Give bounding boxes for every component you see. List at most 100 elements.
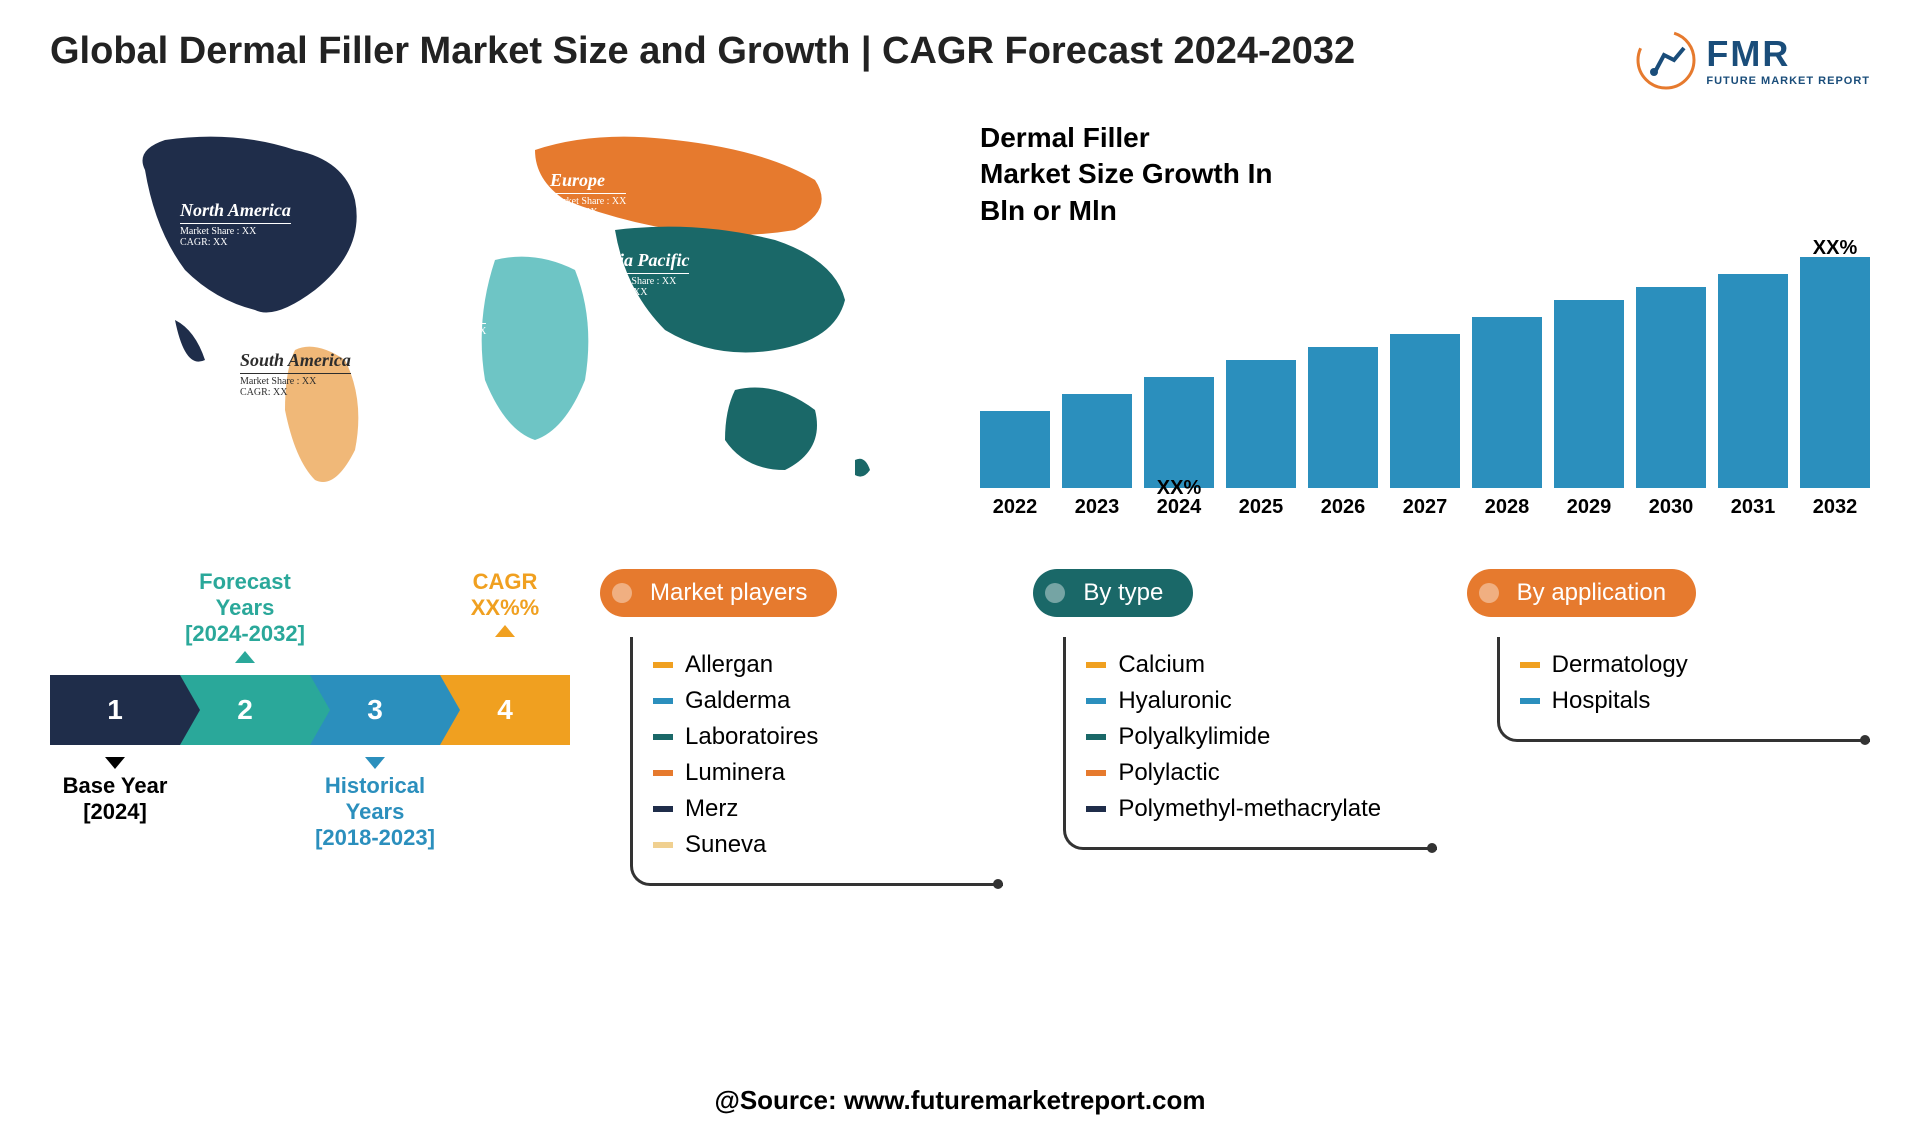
world-map: North America Market Share : XX CAGR: XX… xyxy=(50,120,940,500)
bullet-icon xyxy=(1086,770,1106,776)
bar-column: 2022 xyxy=(980,411,1050,519)
timeline-bottom-item: Base Year [2024] xyxy=(50,753,180,851)
bar xyxy=(1308,347,1378,488)
category-item-label: Hyaluronic xyxy=(1118,687,1231,715)
region-label: Europe Market Share : XX CAGR: XX xyxy=(550,170,626,218)
bar-annotation: XX% xyxy=(1157,477,1201,500)
region-name: North America xyxy=(180,200,291,224)
header: Global Dermal Filler Market Size and Gro… xyxy=(50,30,1870,90)
region-label: North America Market Share : XX CAGR: XX xyxy=(180,200,291,248)
category-item-label: Suneva xyxy=(685,831,766,859)
category-list: Dermatology Hospitals xyxy=(1497,637,1870,742)
bar-year-label: 2030 xyxy=(1649,496,1694,519)
bar-column: 2031 xyxy=(1718,274,1788,519)
timeline-label: CAGR xyxy=(440,569,570,595)
bar-annotation: XX% xyxy=(1813,237,1857,260)
bar-year-label: 2028 xyxy=(1485,496,1530,519)
bar-column: 2027 xyxy=(1390,334,1460,519)
region-label: Asia Pacific Market Share : XX CAGR: XX xyxy=(600,250,689,298)
region-share: Market Share : XX xyxy=(180,226,291,237)
bar-year-label: 2029 xyxy=(1567,496,1612,519)
category-list: Calcium Hyaluronic Polyalkylimide Polyla… xyxy=(1063,637,1436,850)
bar xyxy=(1226,360,1296,489)
bar-column: 2025 xyxy=(1226,360,1296,520)
logo-text-sub: FUTURE MARKET REPORT xyxy=(1706,75,1870,87)
category-item-label: Calcium xyxy=(1118,651,1205,679)
region-name: Asia Pacific xyxy=(600,250,689,274)
region-cagr: CAGR: XX xyxy=(550,207,626,218)
bar-column: 2023 xyxy=(1062,394,1132,519)
category-item-label: Polylactic xyxy=(1118,759,1219,787)
timeline-sublabel: [2024] xyxy=(50,799,180,825)
source-text: @Source: www.futuremarketreport.com xyxy=(714,1085,1205,1116)
arrow-up-icon xyxy=(235,651,255,663)
category-section: By application Dermatology Hospitals xyxy=(1467,569,1870,886)
region-share: Market Share : XX xyxy=(550,196,626,207)
region-name: MEA xyxy=(410,300,486,324)
bullet-icon xyxy=(1520,698,1540,704)
bar-year-label: 2023 xyxy=(1075,496,1120,519)
chart-title: Dermal Filler Market Size Growth In Bln … xyxy=(980,120,1870,229)
bar xyxy=(980,411,1050,488)
category-item-label: Allergan xyxy=(685,651,773,679)
bar xyxy=(1636,287,1706,488)
arrow-down-icon xyxy=(105,757,125,769)
bar xyxy=(1390,334,1460,488)
category-item-label: Dermatology xyxy=(1552,651,1688,679)
bar-year-label: 2022 xyxy=(993,496,1038,519)
timeline-sublabel: [2024-2032] xyxy=(180,621,310,647)
page-title: Global Dermal Filler Market Size and Gro… xyxy=(50,30,1355,73)
bar xyxy=(1144,377,1214,488)
bullet-icon xyxy=(653,662,673,668)
category-item: Merz xyxy=(653,791,1003,827)
timeline-top-labels: Forecast Years [2024-2032] CAGR XX%% xyxy=(50,569,570,667)
timeline-sublabel: [2018-2023] xyxy=(310,825,440,851)
category-item: Allergan xyxy=(653,647,1003,683)
category-item: Suneva xyxy=(653,827,1003,863)
region-label: South America Market Share : XX CAGR: XX xyxy=(240,350,351,398)
main-row: North America Market Share : XX CAGR: XX… xyxy=(50,120,1870,519)
timeline-top-item xyxy=(50,569,180,667)
category-section: Market players Allergan Galderma Laborat… xyxy=(600,569,1003,886)
region-label: MEA Market Share : XX CAGR: XX xyxy=(410,300,486,348)
bar xyxy=(1554,300,1624,489)
bar xyxy=(1718,274,1788,488)
bar-column: 2026 xyxy=(1308,347,1378,519)
timeline-label: Base Year xyxy=(50,773,180,799)
timeline-top-item: Forecast Years [2024-2032] xyxy=(180,569,310,667)
timeline-bar: 1234 xyxy=(50,675,570,745)
bullet-icon xyxy=(653,842,673,848)
region-share: Market Share : XX xyxy=(240,376,351,387)
map-svg xyxy=(50,120,940,500)
category-item-label: Polymethyl-methacrylate xyxy=(1118,795,1381,823)
bar-chart: 2022 2023XX% 2024 2025 2026 2027 2028 20… xyxy=(980,239,1870,519)
category-item: Polyalkylimide xyxy=(1086,719,1436,755)
bar-column: 2029 xyxy=(1554,300,1624,520)
logo: FMR FUTURE MARKET REPORT xyxy=(1636,30,1870,90)
category-item: Polylactic xyxy=(1086,755,1436,791)
category-header: Market players xyxy=(600,569,837,617)
bullet-icon xyxy=(1086,698,1106,704)
bullet-icon xyxy=(1086,806,1106,812)
chart-title-line: Dermal Filler xyxy=(980,120,1870,156)
category-item: Galderma xyxy=(653,683,1003,719)
bar-year-label: 2032 xyxy=(1813,496,1858,519)
category-item-label: Hospitals xyxy=(1552,687,1651,715)
bar-year-label: 2031 xyxy=(1731,496,1776,519)
category-item: Laboratoires xyxy=(653,719,1003,755)
timeline-sublabel: XX%% xyxy=(440,595,570,621)
timeline-top-item: CAGR XX%% xyxy=(440,569,570,667)
category-section: By type Calcium Hyaluronic Polyalkylimid… xyxy=(1033,569,1436,886)
timeline-bottom-labels: Base Year [2024] Historical Years [2018-… xyxy=(50,753,570,851)
region-share: Market Share : XX xyxy=(410,326,486,337)
bar xyxy=(1472,317,1542,488)
bullet-icon xyxy=(1086,734,1106,740)
bullet-icon xyxy=(1086,662,1106,668)
bar xyxy=(1800,257,1870,488)
chart-title-line: Bln or Mln xyxy=(980,193,1870,229)
bar xyxy=(1062,394,1132,488)
region-cagr: CAGR: XX xyxy=(180,237,291,248)
category-item: Polymethyl-methacrylate xyxy=(1086,791,1436,827)
category-item: Calcium xyxy=(1086,647,1436,683)
bar-column: XX% 2032 xyxy=(1800,257,1870,519)
